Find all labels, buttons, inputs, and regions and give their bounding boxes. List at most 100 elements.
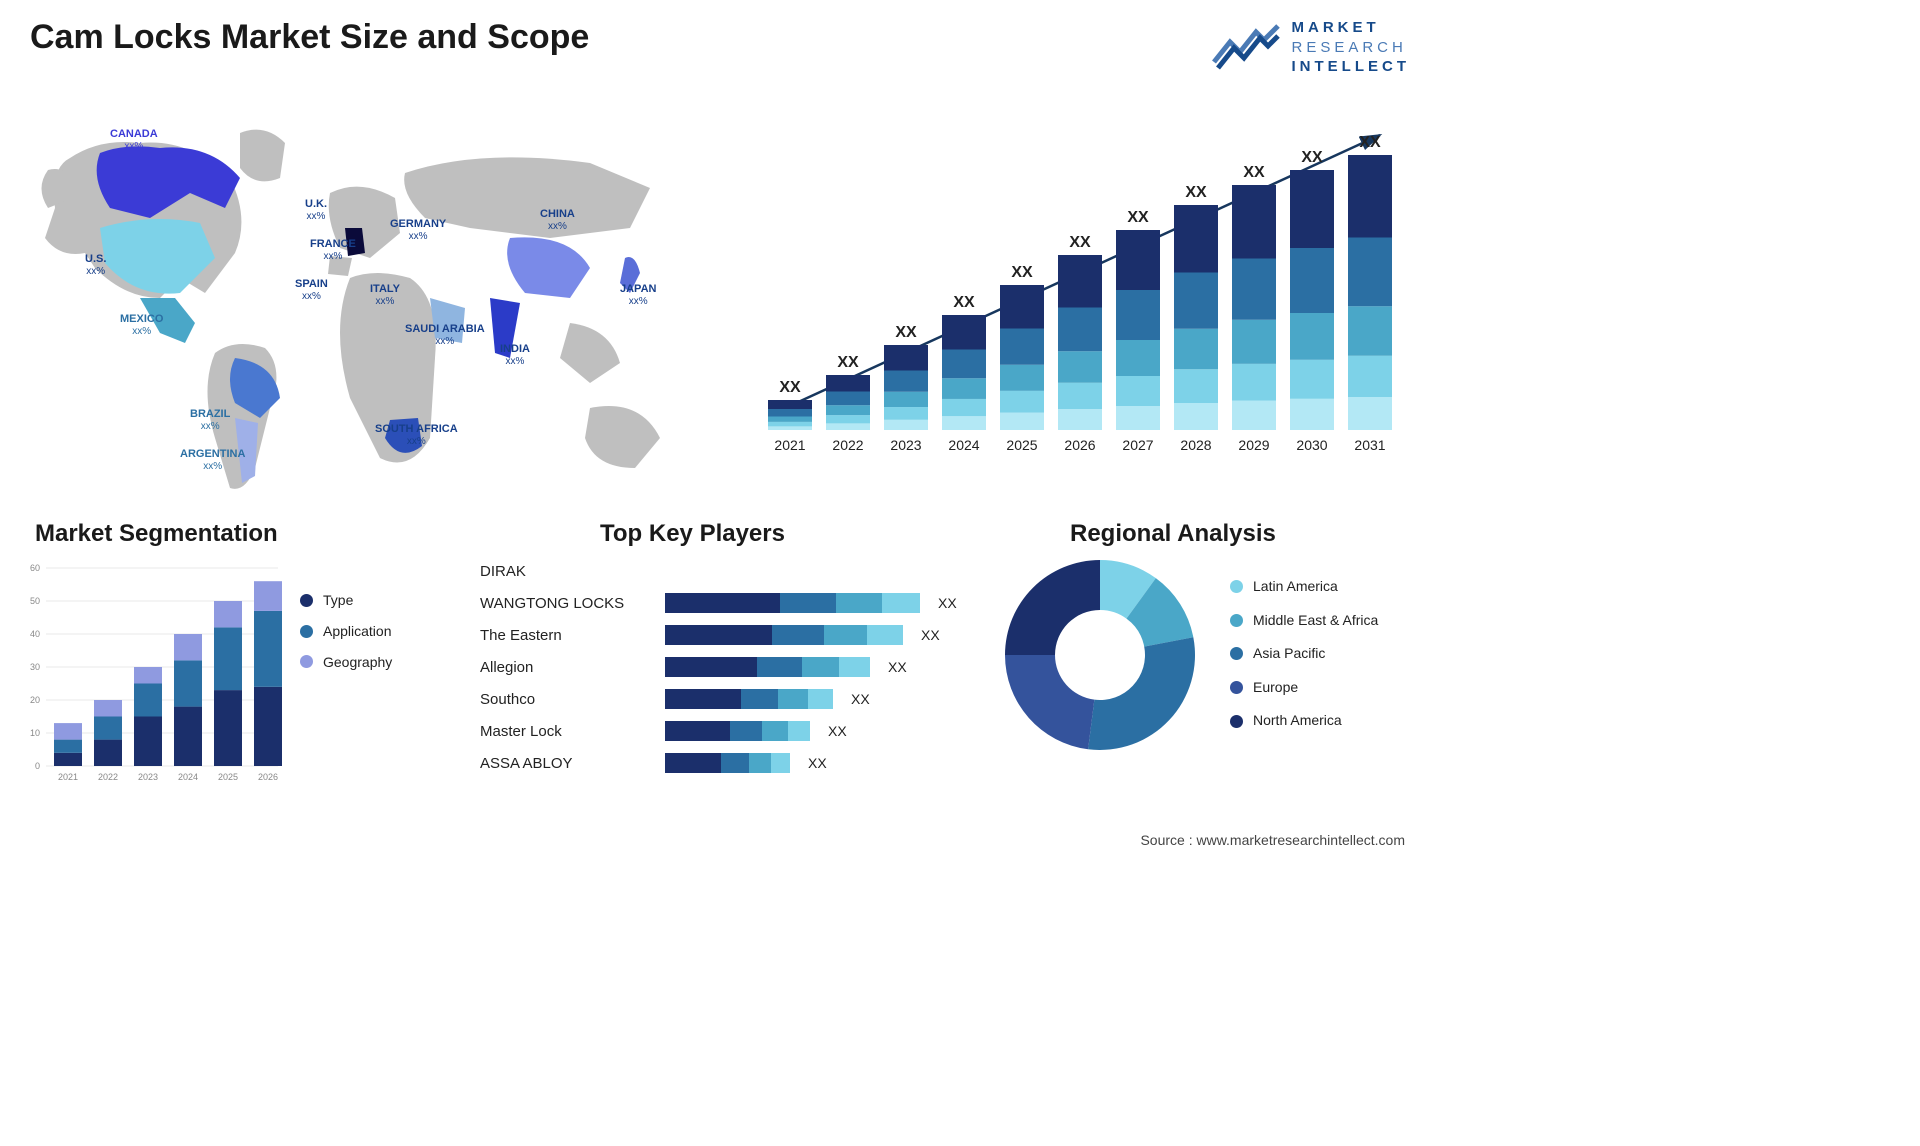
player-bar	[665, 721, 810, 741]
map-label: U.S.xx%	[85, 253, 106, 278]
player-row: DIRAK	[480, 555, 980, 587]
map-label: ARGENTINAxx%	[180, 448, 245, 473]
player-bar	[665, 657, 870, 677]
player-bar	[665, 625, 903, 645]
player-row: Master Lock XX	[480, 715, 980, 747]
svg-text:2027: 2027	[1122, 437, 1153, 453]
map-label: CANADAxx%	[110, 128, 158, 153]
svg-text:XX: XX	[837, 354, 859, 371]
player-name: DIRAK	[480, 563, 655, 580]
legend-item: Geography	[300, 647, 392, 678]
svg-text:2025: 2025	[218, 772, 238, 782]
source-attribution: Source : www.marketresearchintellect.com	[1140, 832, 1405, 848]
svg-text:2028: 2028	[1180, 437, 1211, 453]
player-bar	[665, 753, 790, 773]
map-label: BRAZILxx%	[190, 408, 230, 433]
player-bar	[665, 593, 920, 613]
svg-text:2022: 2022	[98, 772, 118, 782]
svg-text:XX: XX	[1011, 264, 1033, 281]
player-value: XX	[851, 691, 870, 707]
svg-text:XX: XX	[1359, 134, 1381, 151]
players-title: Top Key Players	[600, 520, 785, 548]
svg-text:2026: 2026	[258, 772, 278, 782]
player-name: WANGTONG LOCKS	[480, 595, 655, 612]
player-name: Southco	[480, 691, 655, 708]
legend-item: Application	[300, 616, 392, 647]
legend-item: North America	[1230, 704, 1378, 738]
svg-text:30: 30	[30, 662, 40, 672]
segmentation-title: Market Segmentation	[35, 520, 278, 548]
svg-text:2021: 2021	[58, 772, 78, 782]
brand-logo: MARKET RESEARCH INTELLECT	[1212, 18, 1411, 77]
world-map-svg	[30, 98, 700, 498]
svg-text:XX: XX	[895, 324, 917, 341]
player-value: XX	[828, 723, 847, 739]
map-label: SOUTH AFRICAxx%	[375, 423, 458, 448]
svg-text:2021: 2021	[774, 437, 805, 453]
svg-text:2022: 2022	[832, 437, 863, 453]
map-label: GERMANYxx%	[390, 218, 446, 243]
map-label: U.K.xx%	[305, 198, 327, 223]
svg-text:2024: 2024	[178, 772, 198, 782]
svg-text:2031: 2031	[1354, 437, 1385, 453]
player-row: Southco XX	[480, 683, 980, 715]
svg-text:2030: 2030	[1296, 437, 1327, 453]
svg-text:20: 20	[30, 695, 40, 705]
svg-text:XX: XX	[1185, 184, 1207, 201]
legend-item: Asia Pacific	[1230, 637, 1378, 671]
player-value: XX	[888, 659, 907, 675]
map-label: SAUDI ARABIAxx%	[405, 323, 485, 348]
map-label: SPAINxx%	[295, 278, 328, 303]
svg-text:2024: 2024	[948, 437, 979, 453]
legend-item: Middle East & Africa	[1230, 604, 1378, 638]
player-name: ASSA ABLOY	[480, 755, 655, 772]
player-row: WANGTONG LOCKS XX	[480, 587, 980, 619]
player-value: XX	[808, 755, 827, 771]
map-label: INDIAxx%	[500, 343, 530, 368]
player-value: XX	[938, 595, 957, 611]
svg-text:2023: 2023	[890, 437, 921, 453]
player-row: The Eastern XX	[480, 619, 980, 651]
svg-text:2029: 2029	[1238, 437, 1269, 453]
svg-text:2026: 2026	[1064, 437, 1095, 453]
legend-item: Europe	[1230, 671, 1378, 705]
svg-text:2025: 2025	[1006, 437, 1037, 453]
player-row: Allegion XX	[480, 651, 980, 683]
segmentation-chart: 0 10 20 30 40 50 60 2021 2022 2023 2024 2025 2026	[20, 560, 290, 790]
svg-text:60: 60	[30, 563, 40, 573]
svg-text:XX: XX	[1127, 209, 1149, 226]
svg-text:10: 10	[30, 728, 40, 738]
player-value: XX	[921, 627, 940, 643]
svg-text:XX: XX	[1069, 234, 1091, 251]
svg-text:XX: XX	[1301, 149, 1323, 166]
segmentation-legend: TypeApplicationGeography	[300, 585, 392, 677]
regional-legend: Latin AmericaMiddle East & AfricaAsia Pa…	[1230, 570, 1378, 738]
map-label: ITALYxx%	[370, 283, 400, 308]
svg-text:50: 50	[30, 596, 40, 606]
map-label: CHINAxx%	[540, 208, 575, 233]
player-name: Allegion	[480, 659, 655, 676]
player-bar	[665, 689, 833, 709]
map-label: JAPANxx%	[620, 283, 656, 308]
svg-text:0: 0	[35, 761, 40, 771]
players-list: DIRAKWANGTONG LOCKSXXThe EasternXXAllegi…	[480, 555, 980, 779]
logo-icon	[1212, 22, 1280, 72]
player-row: ASSA ABLOY XX	[480, 747, 980, 779]
map-label: MEXICOxx%	[120, 313, 163, 338]
legend-item: Latin America	[1230, 570, 1378, 604]
svg-text:XX: XX	[1243, 164, 1265, 181]
svg-text:40: 40	[30, 629, 40, 639]
world-map: CANADAxx% U.S.xx% MEXICOxx% BRAZILxx% ARGENT…	[30, 98, 700, 498]
svg-text:2023: 2023	[138, 772, 158, 782]
regional-title: Regional Analysis	[1070, 520, 1276, 548]
regional-donut	[1000, 555, 1200, 755]
logo-text: MARKET RESEARCH INTELLECT	[1292, 18, 1411, 77]
svg-text:XX: XX	[953, 294, 975, 311]
player-name: The Eastern	[480, 627, 655, 644]
page-title: Cam Locks Market Size and Scope	[30, 18, 589, 57]
legend-item: Type	[300, 585, 392, 616]
map-label: FRANCExx%	[310, 238, 356, 263]
svg-text:XX: XX	[779, 379, 801, 396]
player-name: Master Lock	[480, 723, 655, 740]
growth-bar-chart: XX 2021 XX 2022 XX 2023 XX 2024 XX 2025 XX 2026 XX 20…	[760, 110, 1400, 470]
